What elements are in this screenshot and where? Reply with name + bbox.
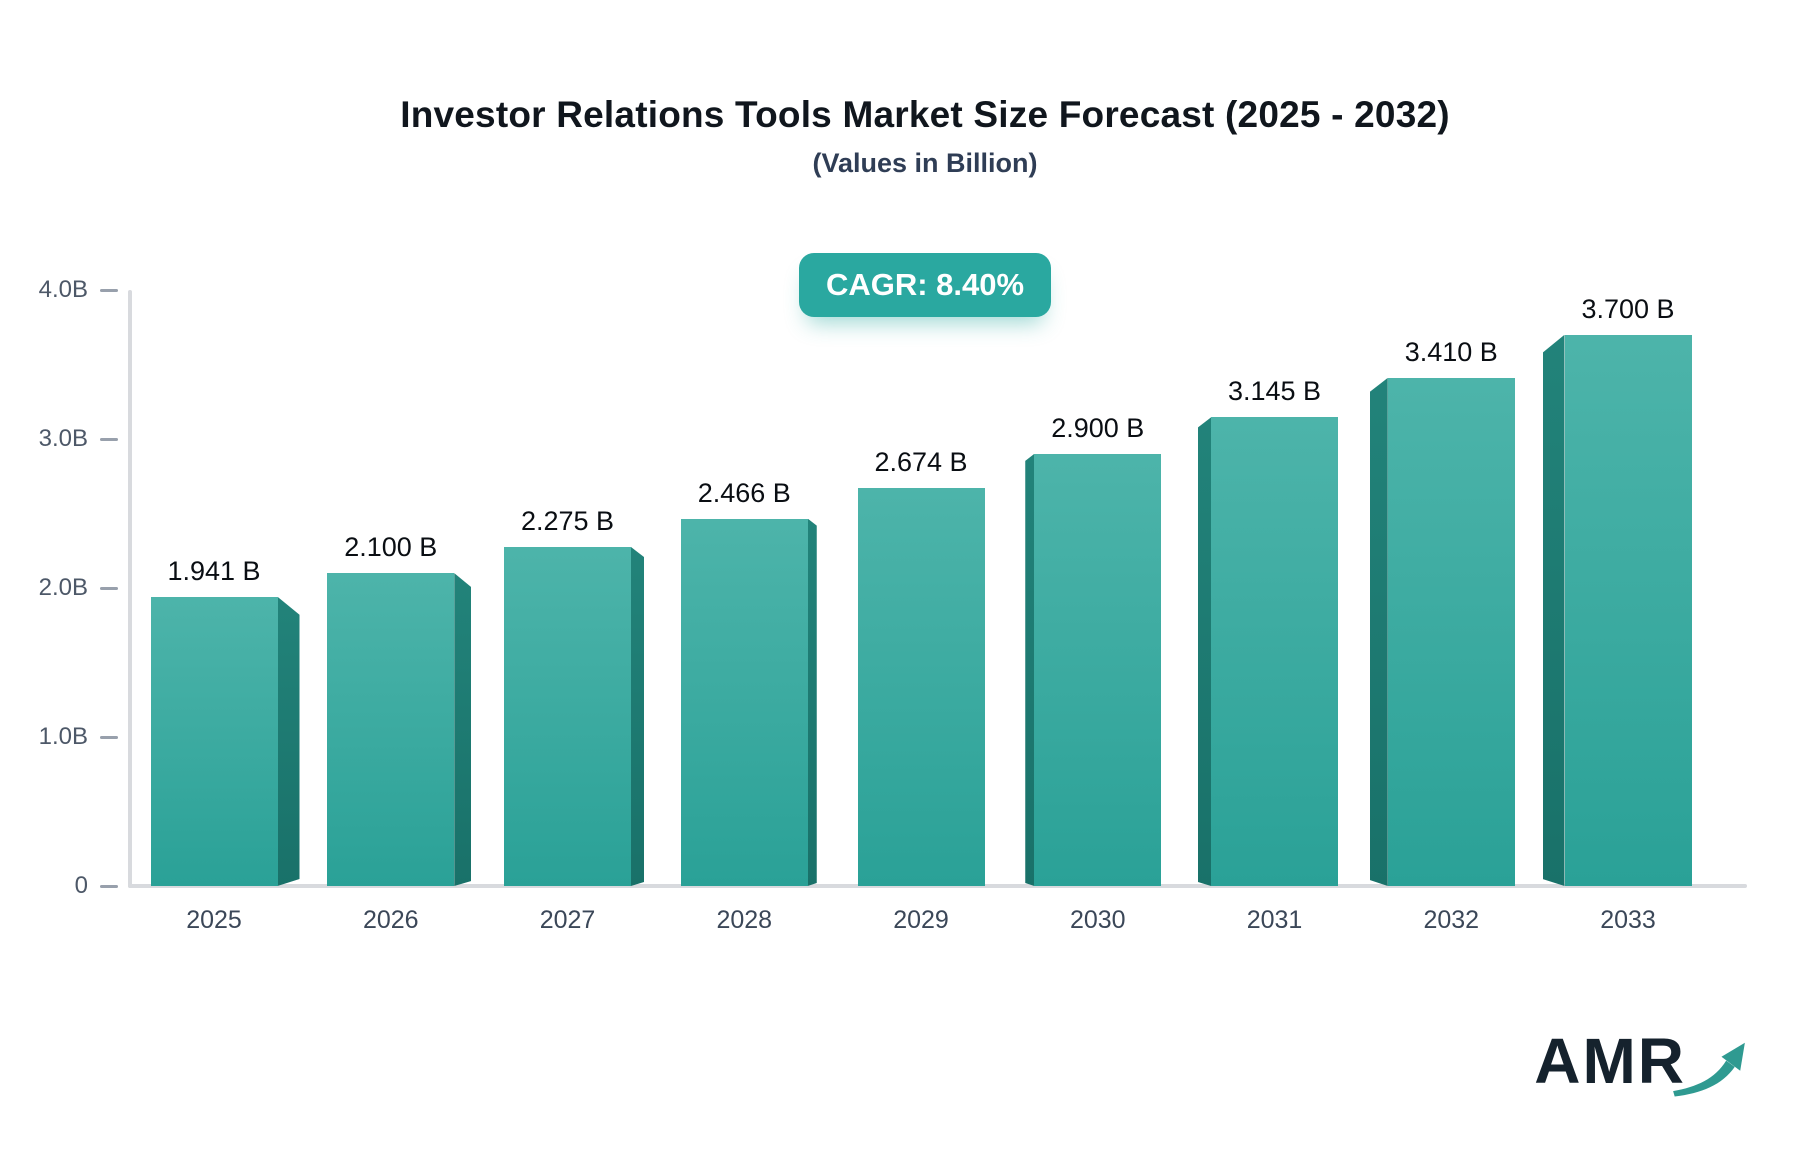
bar-side-face-2025 xyxy=(278,597,300,886)
x-axis-label-2030: 2030 xyxy=(1069,906,1126,934)
x-axis-label-2033: 2033 xyxy=(1600,906,1656,934)
bar-side-face-2027 xyxy=(631,547,644,886)
y-tick-label: 1.0B xyxy=(38,723,88,750)
bar-2026 xyxy=(327,573,455,886)
y-tick-label: 2.0B xyxy=(38,574,88,601)
bar-2030 xyxy=(1034,453,1162,886)
bar-value-label-2025: 1.941 B xyxy=(167,555,261,586)
x-axis-label-2031: 2031 xyxy=(1246,906,1303,934)
bar-2033 xyxy=(1564,334,1692,886)
bar-value-label-2028: 2.466 B xyxy=(697,477,791,508)
bar-value-label-2030: 2.900 B xyxy=(1051,412,1145,443)
bar-value-label-2032: 3.410 B xyxy=(1404,336,1498,367)
bar-2032 xyxy=(1387,377,1515,886)
x-axis-label-2026: 2026 xyxy=(362,906,419,934)
y-tick-label: 3.0B xyxy=(38,425,88,452)
y-tick-mark xyxy=(100,885,118,888)
y-axis-line xyxy=(128,290,132,888)
y-tick-label: 0 xyxy=(74,872,88,899)
bar-side-face-2033 xyxy=(1543,335,1565,886)
bar-2027 xyxy=(504,547,631,886)
x-axis-label-2028: 2028 xyxy=(716,906,773,934)
bar-2028 xyxy=(680,518,808,886)
y-tick-mark xyxy=(100,587,118,590)
x-axis-label-2025: 2025 xyxy=(186,906,242,934)
bar-side-face-2028 xyxy=(808,519,817,886)
bar-2025 xyxy=(150,596,278,886)
cagr-badge-row: CAGR: 8.40% xyxy=(50,253,1800,317)
x-axis-label-2027: 2027 xyxy=(539,906,596,934)
amr-logo-text: AMR xyxy=(1534,1025,1686,1097)
x-axis-label-2029: 2029 xyxy=(893,906,949,934)
bar-2031 xyxy=(1211,417,1338,886)
y-tick-label: 4.0B xyxy=(38,276,88,303)
cagr-badge: CAGR: 8.40% xyxy=(798,253,1052,317)
bar-value-label-2031: 3.145 B xyxy=(1227,376,1322,407)
chart-subtitle: (Values in Billion) xyxy=(812,148,1038,178)
amr-logo: AMR xyxy=(1534,1018,1748,1104)
bar-side-face-2026 xyxy=(454,573,471,886)
bar-value-label-2033: 3.700 B xyxy=(1581,293,1675,324)
chart-title: Investor Relations Tools Market Size For… xyxy=(400,94,1450,135)
y-tick-mark xyxy=(100,438,118,441)
bar-side-face-2030 xyxy=(1025,454,1034,886)
y-tick-mark xyxy=(100,289,118,292)
bar-value-label-2029: 2.674 B xyxy=(874,446,968,477)
x-axis-label-2032: 2032 xyxy=(1423,906,1480,934)
bar-value-label-2027: 2.275 B xyxy=(520,506,615,537)
trend-up-arrow-icon xyxy=(1673,1042,1745,1097)
bar-side-face-2031 xyxy=(1198,417,1211,886)
x-axis-line xyxy=(128,884,1747,888)
bar-2029 xyxy=(857,487,985,886)
bar-side-face-2032 xyxy=(1370,378,1388,886)
bar-value-label-2026: 2.100 B xyxy=(344,532,438,563)
y-tick-mark xyxy=(100,736,118,739)
